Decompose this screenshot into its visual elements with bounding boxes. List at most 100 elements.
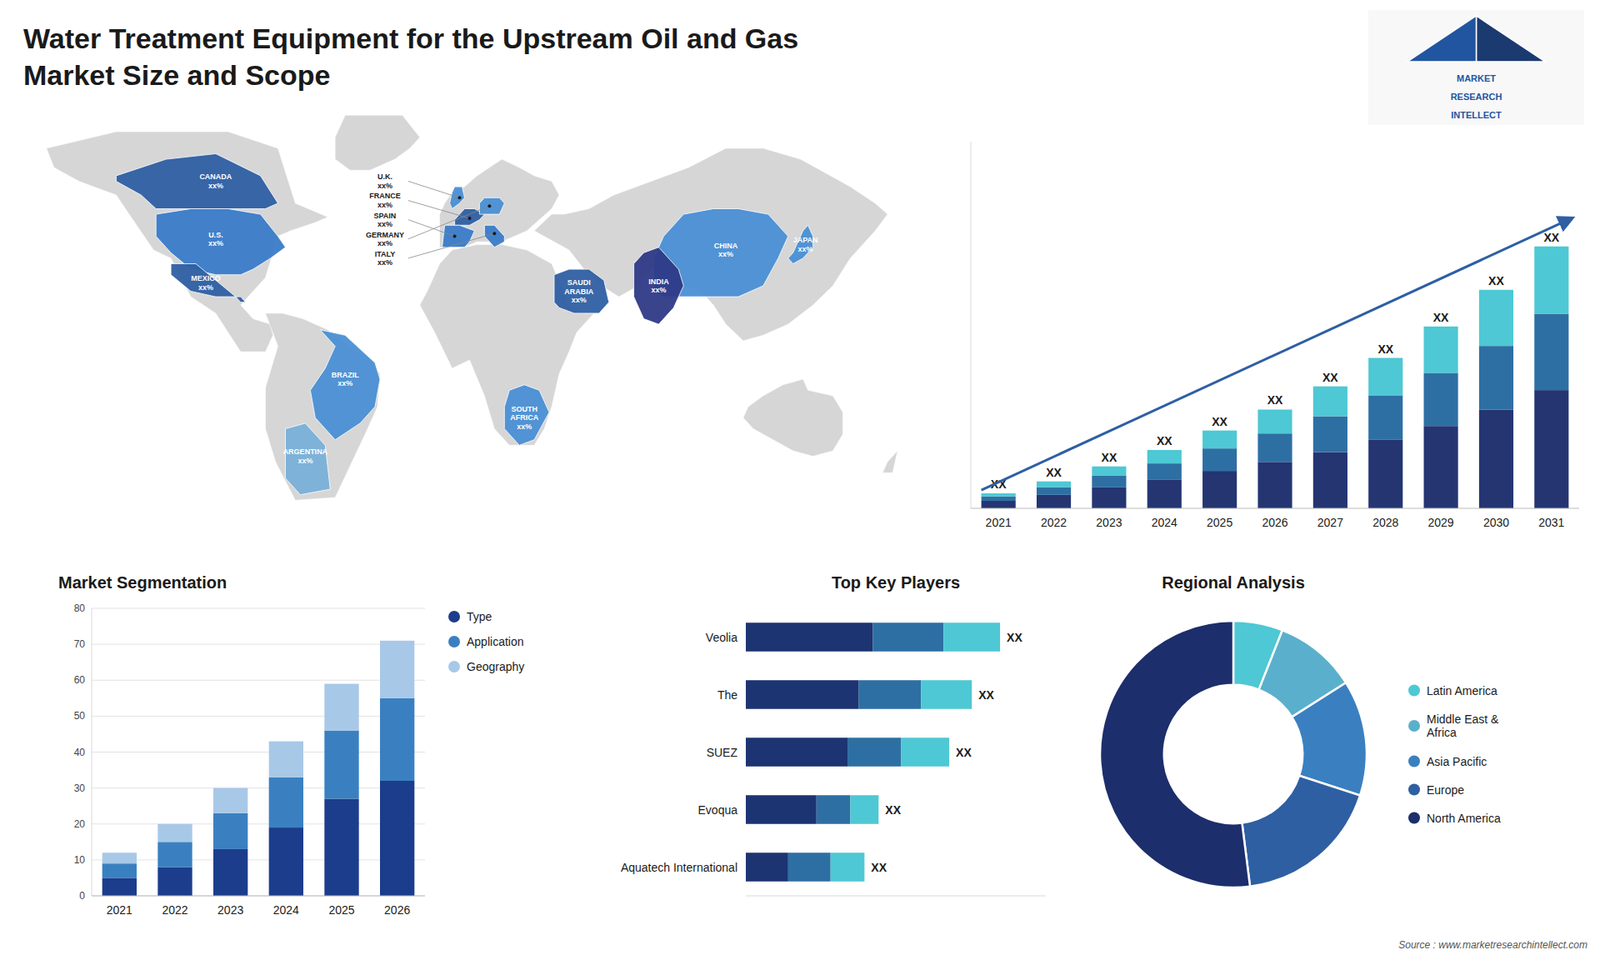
tick-label: 2022: [1040, 515, 1067, 530]
bar-annotation: XX: [1267, 393, 1284, 407]
country: [554, 269, 610, 314]
bars: [102, 640, 415, 896]
donut-slice: [1241, 775, 1360, 887]
country-label-line: GERMANY: [365, 230, 405, 240]
tick-label: 2024: [273, 903, 300, 917]
bar-annotation: XX: [1377, 342, 1394, 356]
bar-chart: 2021202220232024202520262027202820292030…: [970, 141, 1580, 530]
leader-line: [408, 200, 470, 219]
bar-annotation: XX: [1156, 434, 1173, 448]
bar: [1036, 487, 1071, 495]
bar: [1147, 463, 1182, 480]
legend: TypeApplicationGeography: [448, 610, 525, 674]
leader-line: [408, 205, 490, 240]
bar: [324, 799, 359, 896]
country-label-line: xx%: [208, 239, 224, 248]
country-label: SOUTHAFRICAxx%: [510, 405, 539, 431]
leader-line: [408, 181, 460, 199]
country-label-line: xx%: [208, 181, 224, 190]
tick-label: 2026: [1261, 515, 1288, 530]
tick-label: The: [717, 688, 738, 702]
tick-label: 2025: [328, 903, 355, 917]
legend: Latin AmericaMiddle East &AfricaAsia Pac…: [1408, 684, 1501, 825]
bar-annotation: XX: [978, 688, 995, 702]
bar: [1479, 290, 1514, 346]
country-label-line: FRANCE: [369, 191, 401, 200]
bar: [1313, 452, 1348, 509]
axis-line: [970, 141, 972, 509]
logo-text: MARKET: [1456, 73, 1496, 84]
leader-dot: [458, 195, 462, 200]
legend-label: Latin America: [1426, 684, 1498, 698]
country: [479, 197, 505, 215]
bar: [1202, 448, 1237, 471]
tick-label: 2028: [1372, 515, 1399, 530]
bar: [1257, 409, 1292, 434]
bar: [859, 680, 922, 710]
country-label-line: U.S.: [208, 230, 224, 240]
bar: [102, 877, 137, 896]
tick-label: 2025: [1206, 515, 1233, 530]
grid-line: [91, 751, 425, 753]
country: [504, 385, 550, 446]
bar: [1036, 481, 1071, 488]
bar: [1257, 433, 1292, 462]
bar-annotation: XX: [1543, 230, 1560, 245]
legend-label-line: Middle East &: [1426, 712, 1500, 726]
bar: [1313, 416, 1348, 453]
country: [170, 264, 246, 303]
page-title: Water Treatment Equipment for the Upstre…: [23, 22, 799, 55]
bar: [920, 680, 972, 710]
bar-annotation: XX: [885, 803, 901, 817]
country-label-line: xx%: [650, 285, 666, 295]
legend-swatch: [448, 660, 460, 673]
chart-title: Regional Analysis: [1161, 573, 1305, 592]
country-label-line: JAPAN: [793, 235, 819, 245]
tick-label: 2026: [384, 903, 410, 917]
grid-line: [91, 859, 425, 860]
country: [634, 247, 685, 325]
bar: [157, 824, 192, 843]
country: [484, 225, 505, 247]
tick-label: Aquatech International: [620, 860, 738, 875]
country: [310, 330, 380, 440]
bar: [1368, 395, 1403, 440]
bar: [102, 863, 137, 878]
tick-label: 2030: [1483, 515, 1510, 530]
logo-triangle: [1407, 15, 1477, 62]
bar: [1202, 470, 1237, 509]
country-label: GERMANYxx%: [365, 230, 405, 248]
axis-line: [745, 895, 1046, 897]
logo-background: [1368, 10, 1585, 125]
bar: [324, 730, 359, 800]
tick-label: Veolia: [705, 630, 738, 645]
country-label: ITALYxx%: [375, 250, 396, 267]
country-label-line: SOUTH: [510, 405, 538, 414]
bar: [1424, 326, 1459, 374]
tick-label: 0: [79, 890, 85, 902]
tick-label: 2021: [106, 903, 133, 917]
tick-label: 2022: [161, 903, 188, 917]
country-label: CHINAxx%: [714, 241, 739, 259]
chart-title: Market Segmentation: [58, 573, 227, 592]
bar: [1368, 439, 1403, 509]
bar: [1534, 390, 1569, 509]
tick-label: 70: [74, 638, 86, 650]
country-label-line: BRAZIL: [331, 370, 360, 380]
country: [788, 225, 814, 264]
bar: [1313, 386, 1348, 417]
legend-swatch: [448, 635, 460, 648]
country-label-line: SPAIN: [374, 211, 397, 220]
category-axis: [91, 895, 425, 897]
country-label: SAUDIARABIAxx%: [564, 278, 594, 305]
country-label: BRAZILxx%: [331, 370, 360, 388]
tick-label: 2031: [1538, 515, 1565, 530]
legend-swatch: [1408, 812, 1420, 825]
bar-annotation: XX: [1006, 630, 1023, 645]
legend-label: Geography: [466, 660, 525, 674]
legend-swatch: [1408, 784, 1420, 796]
bar: [269, 777, 304, 828]
bar: [900, 737, 950, 767]
logo-text: RESEARCH: [1450, 91, 1503, 102]
bar: [1424, 425, 1459, 509]
